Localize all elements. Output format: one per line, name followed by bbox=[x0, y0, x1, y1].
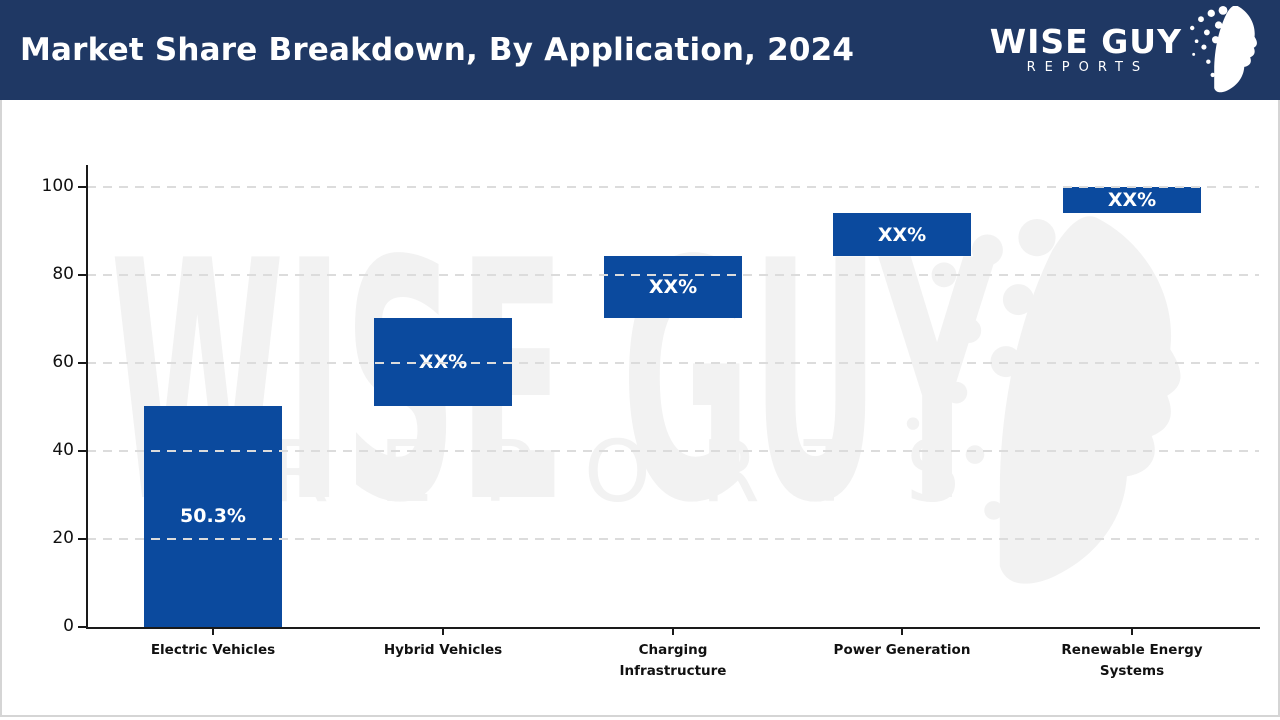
y-axis-line bbox=[86, 165, 88, 629]
y-tick-label: 100 bbox=[41, 176, 74, 196]
y-tick-label: 60 bbox=[52, 352, 74, 372]
x-category-label: Power Generation bbox=[833, 642, 971, 658]
y-tick-label: 0 bbox=[63, 616, 74, 636]
watermark-face-dots-icon bbox=[897, 216, 1181, 584]
brand-logo: WISE GUY REPORTS bbox=[990, 6, 1262, 94]
bar-value-label: XX% bbox=[877, 223, 927, 246]
y-tick-mark bbox=[78, 362, 86, 364]
x-tick-mark bbox=[212, 629, 214, 635]
brand-subtitle: REPORTS bbox=[1026, 59, 1150, 75]
y-tick-label: 80 bbox=[52, 264, 74, 284]
bar-value-label: XX% bbox=[648, 275, 698, 298]
y-tick-mark bbox=[78, 538, 86, 540]
gridline bbox=[87, 274, 1259, 276]
x-category-label: Charging Infrastructure bbox=[619, 642, 727, 679]
gridline bbox=[87, 450, 1259, 452]
x-category-label: Electric Vehicles bbox=[150, 642, 276, 658]
y-tick-label: 40 bbox=[52, 440, 74, 460]
brand-wordmark: WISE GUY REPORTS bbox=[990, 25, 1182, 75]
header-bar: Market Share Breakdown, By Application, … bbox=[0, 0, 1280, 100]
page-title: Market Share Breakdown, By Application, … bbox=[20, 32, 855, 68]
y-tick-mark bbox=[78, 274, 86, 276]
x-tick-mark bbox=[1131, 629, 1133, 635]
brand-name: WISE GUY bbox=[989, 22, 1182, 62]
bar: XX% bbox=[1063, 187, 1201, 214]
y-tick-mark bbox=[78, 450, 86, 452]
x-category-label: Renewable Energy Systems bbox=[1061, 642, 1203, 679]
x-tick-mark bbox=[442, 629, 444, 635]
bar: XX% bbox=[604, 256, 742, 318]
chart-canvas: WISE GUY REPORTS 0 20 40 60 80 100 50.3% XX% XX%… bbox=[0, 100, 1280, 717]
y-tick-mark bbox=[78, 186, 86, 188]
x-category-label: Hybrid Vehicles bbox=[383, 642, 503, 658]
x-tick-mark bbox=[901, 629, 903, 635]
bar-value-label: XX% bbox=[418, 350, 468, 373]
gridline bbox=[87, 538, 1259, 540]
x-tick-mark bbox=[672, 629, 674, 635]
y-tick-label: 20 bbox=[52, 528, 74, 548]
gridline bbox=[87, 362, 1259, 364]
gridline bbox=[87, 186, 1259, 188]
bar-value-label: XX% bbox=[1107, 189, 1157, 212]
bar: XX% bbox=[833, 213, 971, 257]
y-tick-mark bbox=[78, 626, 86, 628]
bar-value-label: 50.3% bbox=[180, 505, 246, 528]
bar: XX% bbox=[374, 317, 512, 406]
x-axis-line bbox=[86, 627, 1260, 629]
bar: 50.3% bbox=[144, 405, 282, 627]
face-dots-logo-icon bbox=[1190, 6, 1257, 93]
